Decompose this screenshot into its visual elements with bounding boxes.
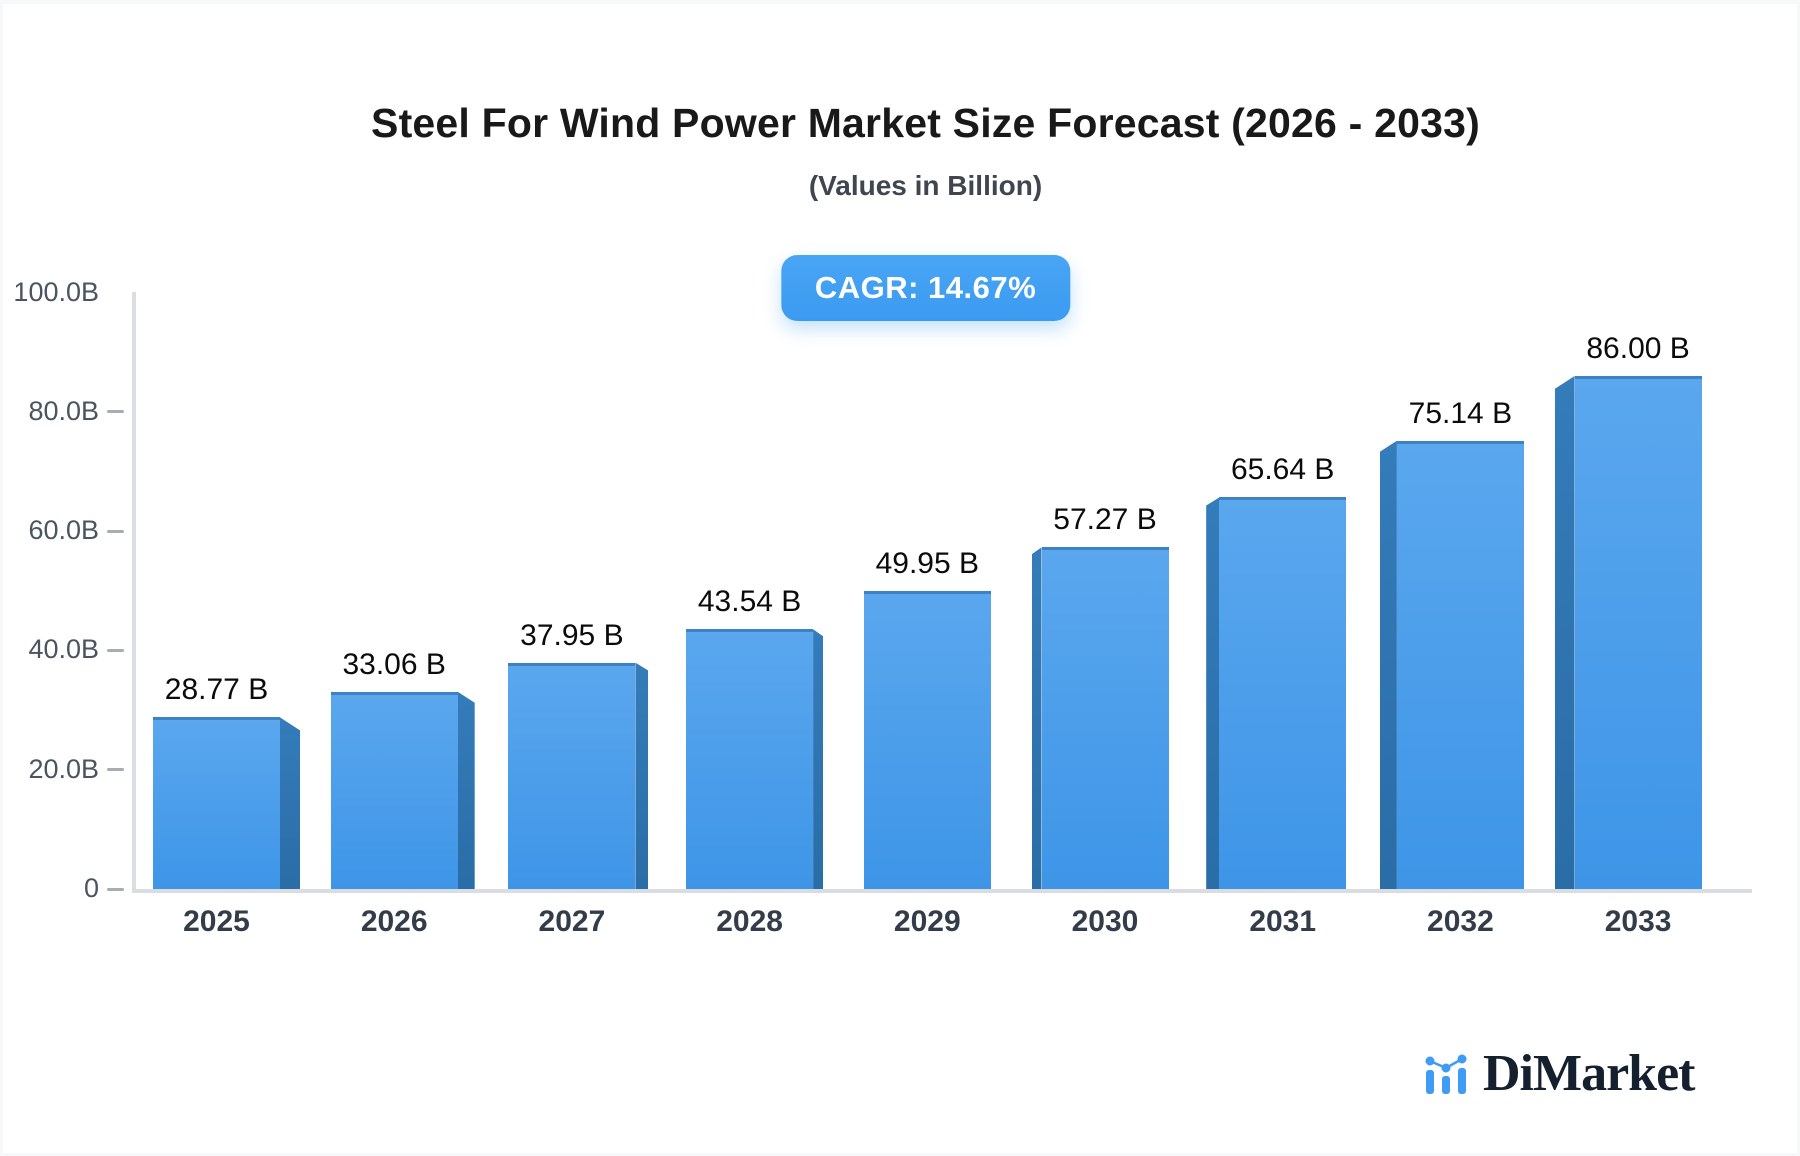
bar-2031[interactable] [1219, 497, 1347, 889]
bar-value-label-2031: 65.64 B [1230, 453, 1335, 487]
x-axis-baseline [132, 889, 1752, 893]
x-axis-label-2031: 2031 [1249, 905, 1317, 938]
bar-2027-side-right [635, 662, 649, 889]
bar-2031-side-left [1206, 497, 1220, 889]
x-axis-label-2025: 2025 [183, 905, 250, 938]
x-axis-label-2029: 2029 [893, 905, 961, 938]
bar-chart-logo-icon [1425, 1054, 1467, 1094]
bar-2026-side-right [457, 691, 475, 889]
bar-chart-plot: 0 20.0B 40.0B 60.0B 80.0B 100.0B 28.77 B 2025 3… [3, 4, 1800, 1156]
bar-value-label-2030: 57.27 B [1053, 503, 1157, 537]
bar-2025[interactable] [153, 717, 280, 889]
x-axis-label-2033: 2033 [1604, 905, 1672, 938]
bar-2033[interactable] [1574, 376, 1702, 889]
y-axis-label-20: 20.0B [28, 753, 99, 784]
dimarket-logo: DiMarket [1423, 1045, 1695, 1102]
y-axis-label-0: 0 [83, 873, 99, 903]
chart-card: Steel For Wind Power Market Size Forecas… [3, 4, 1797, 1153]
bar-2032[interactable] [1396, 440, 1524, 889]
bar-value-label-2033: 86.00 B [1586, 332, 1690, 365]
y-axis-label-40: 40.0B [28, 634, 99, 665]
cagr-badge-label: CAGR: 14.67% [814, 270, 1037, 305]
x-axis-label-2027: 2027 [538, 905, 606, 938]
x-axis-label-2032: 2032 [1427, 905, 1494, 938]
logo-text: DiMarket [1483, 1045, 1695, 1102]
y-axis-label-60: 60.0B [28, 515, 99, 546]
y-axis-tick-80 [107, 410, 124, 414]
bar-value-label-2027: 37.95 B [520, 618, 624, 652]
bar-value-label-2032: 75.14 B [1408, 396, 1513, 430]
bar-value-label-2029: 49.95 B [875, 547, 979, 581]
chart-title: Steel For Wind Power Market Size Forecas… [371, 100, 1480, 146]
y-axis-tick-40 [107, 648, 124, 652]
bar-2028-side-right [813, 629, 824, 889]
bar-2027[interactable] [508, 662, 636, 889]
bar-2028[interactable] [686, 629, 814, 889]
bar-2032-side-left [1379, 440, 1397, 889]
bar-value-label-2026: 33.06 B [342, 647, 446, 681]
y-axis-tick-20 [107, 768, 124, 772]
bar-2025-side-right [280, 717, 300, 889]
bar-2033-side-left [1554, 376, 1575, 889]
bar-2030-side-left [1031, 547, 1042, 889]
x-axis-label-2026: 2026 [360, 905, 428, 938]
y-axis-tick-60 [107, 529, 124, 533]
x-axis-label-2030: 2030 [1071, 905, 1139, 938]
bar-2026[interactable] [330, 691, 458, 889]
bar-value-label-2028: 43.54 B [697, 585, 802, 619]
y-axis-label-80: 80.0B [28, 395, 99, 426]
bar-value-label-2025: 28.77 B [164, 673, 269, 707]
cagr-badge: CAGR: 14.67% [780, 255, 1071, 321]
y-axis-label-100: 100.0B [13, 276, 99, 307]
y-axis-line [132, 292, 136, 889]
chart-subtitle: (Values in Billion) [808, 170, 1043, 201]
bar-2029[interactable] [863, 591, 991, 889]
x-axis-label-2028: 2028 [716, 905, 783, 938]
y-axis-tick-0 [107, 887, 124, 891]
bar-2030[interactable] [1041, 547, 1169, 889]
